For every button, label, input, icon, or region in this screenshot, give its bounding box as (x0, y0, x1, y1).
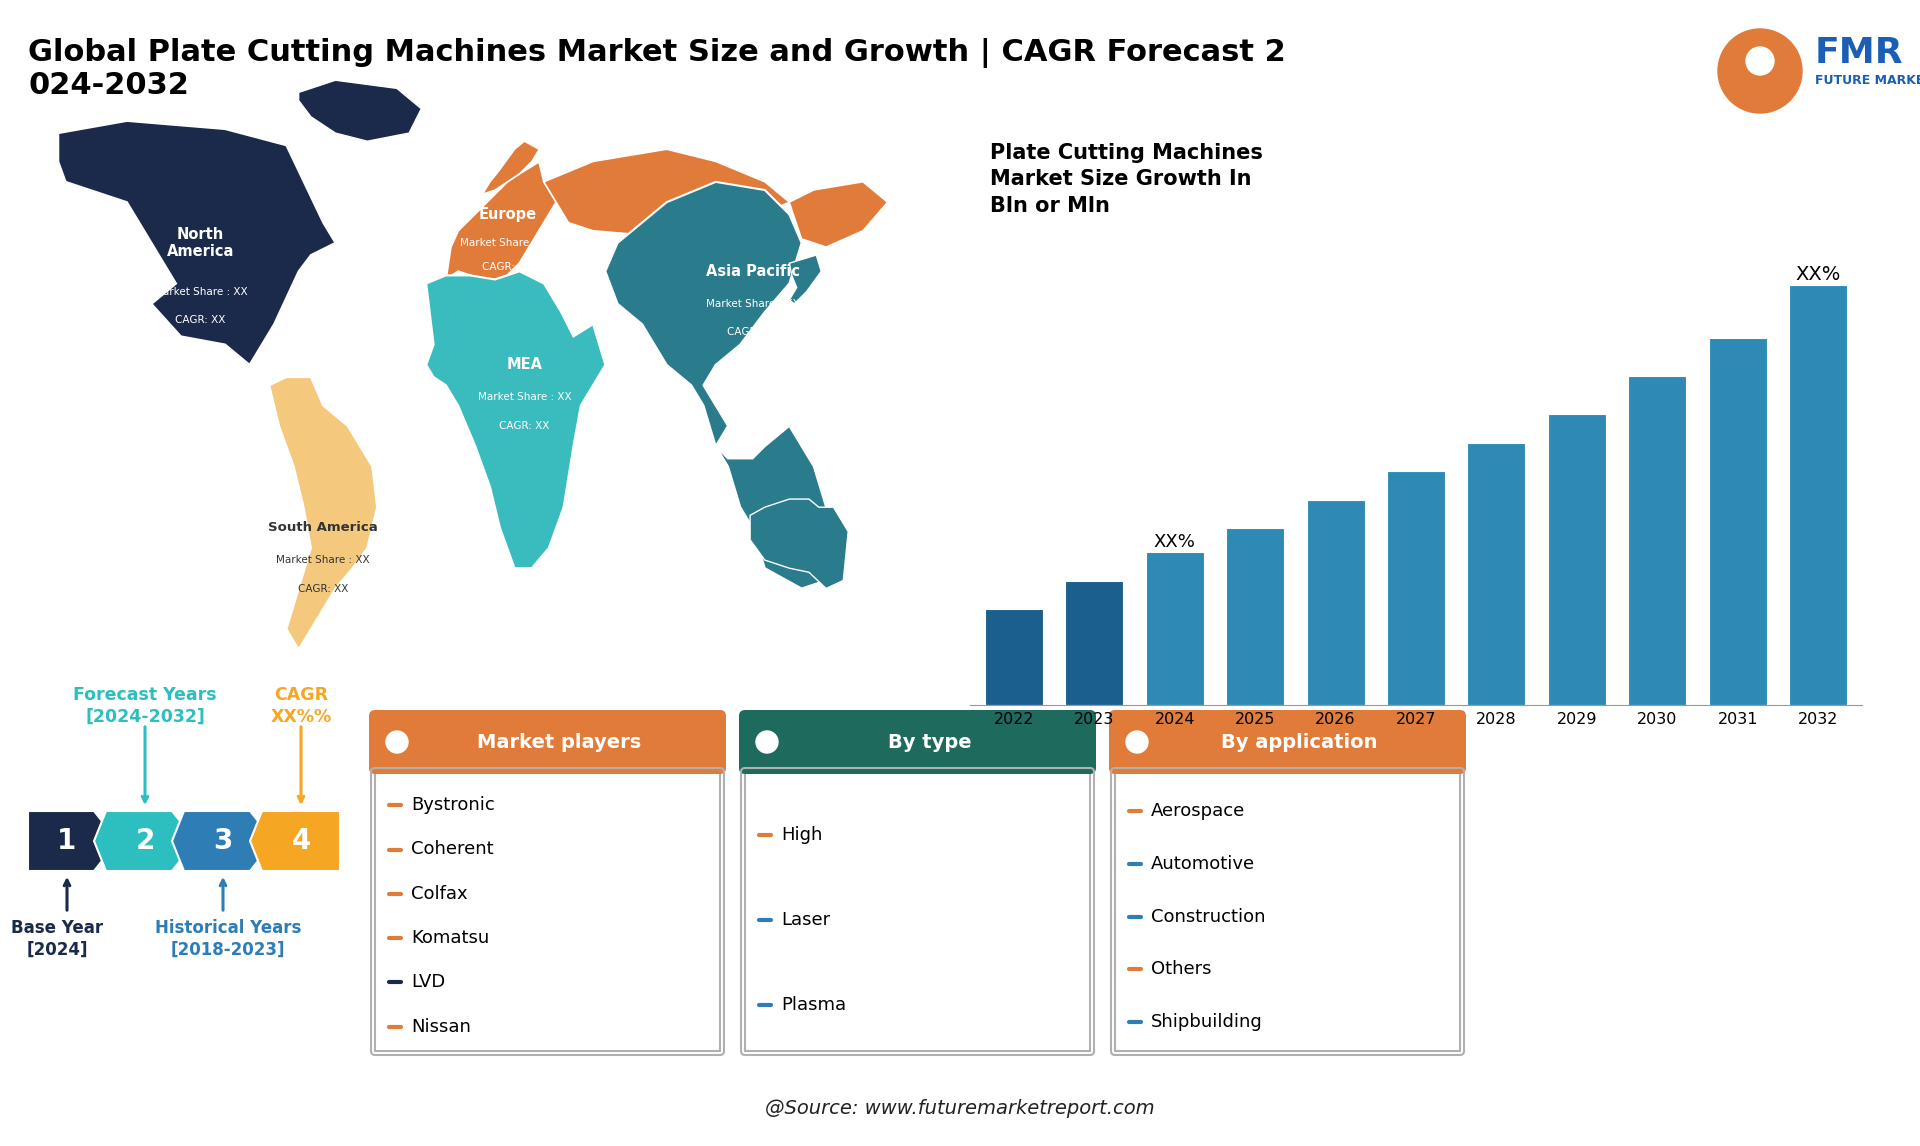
Polygon shape (426, 272, 605, 568)
Text: Global Plate Cutting Machines Market Size and Growth | CAGR Forecast 2: Global Plate Cutting Machines Market Siz… (29, 38, 1286, 68)
Text: CAGR: XX: CAGR: XX (298, 583, 348, 594)
Text: FMR: FMR (1814, 36, 1903, 70)
Circle shape (386, 731, 407, 753)
Circle shape (1745, 47, 1774, 74)
Text: 4: 4 (292, 827, 311, 855)
Text: Aerospace: Aerospace (1150, 802, 1246, 821)
Text: Asia Pacific: Asia Pacific (705, 264, 799, 278)
Polygon shape (445, 162, 557, 280)
Text: Colfax: Colfax (411, 885, 468, 903)
Text: 3: 3 (213, 827, 232, 855)
Text: CAGR: XX: CAGR: XX (482, 262, 532, 273)
Polygon shape (269, 377, 376, 650)
Text: Base Year
[2024]: Base Year [2024] (12, 919, 104, 959)
Text: North
America: North America (167, 227, 234, 259)
Text: Market Share : XX: Market Share : XX (276, 555, 371, 565)
Bar (1386, 471, 1446, 705)
Text: Market Share : XX: Market Share : XX (461, 238, 555, 248)
Polygon shape (605, 182, 839, 589)
Text: 024-2032: 024-2032 (29, 71, 188, 100)
Text: Market Share : XX: Market Share : XX (478, 392, 570, 402)
Text: South America: South America (269, 521, 378, 534)
Text: Others: Others (1150, 960, 1212, 979)
Bar (1146, 552, 1204, 705)
Text: FUTURE MARKET REPORT: FUTURE MARKET REPORT (1814, 74, 1920, 87)
Text: Market Share : XX: Market Share : XX (707, 299, 799, 309)
Bar (985, 610, 1043, 705)
Polygon shape (751, 499, 849, 589)
Bar (1116, 772, 1459, 1051)
Bar (374, 772, 720, 1051)
Text: CAGR: XX: CAGR: XX (728, 328, 778, 337)
FancyBboxPatch shape (739, 711, 1096, 774)
Bar (1548, 414, 1605, 705)
Text: Market Share : XX: Market Share : XX (154, 286, 248, 297)
Text: Laser: Laser (781, 911, 829, 929)
Text: CAGR: XX: CAGR: XX (175, 315, 227, 325)
Text: MEA: MEA (507, 358, 541, 372)
Text: Coherent: Coherent (411, 840, 493, 858)
Text: XX%: XX% (1795, 265, 1841, 284)
Text: High: High (781, 826, 822, 845)
Text: CAGR
XX%%: CAGR XX%% (271, 685, 332, 727)
Bar (1066, 581, 1123, 705)
Polygon shape (58, 120, 336, 364)
Text: Historical Years
[2018-2023]: Historical Years [2018-2023] (156, 919, 301, 959)
Circle shape (756, 731, 778, 753)
Text: By application: By application (1221, 732, 1379, 752)
Polygon shape (173, 811, 275, 871)
Text: Construction: Construction (1150, 908, 1265, 926)
Polygon shape (250, 811, 340, 871)
Bar (1789, 285, 1847, 705)
Text: XX%: XX% (1154, 533, 1196, 550)
Polygon shape (789, 256, 822, 304)
Polygon shape (94, 811, 196, 871)
Bar (1227, 528, 1284, 705)
Bar (1467, 442, 1524, 705)
Polygon shape (789, 182, 887, 246)
Text: @Source: www.futuremarketreport.com: @Source: www.futuremarketreport.com (766, 1099, 1154, 1117)
Bar (1709, 338, 1766, 705)
Text: 1: 1 (58, 827, 77, 855)
Text: Bystronic: Bystronic (411, 796, 495, 814)
Polygon shape (482, 141, 540, 194)
Text: Europe: Europe (478, 207, 536, 222)
Bar (745, 772, 1091, 1051)
Text: Plate Cutting Machines
Market Size Growth In
Bln or Mln: Plate Cutting Machines Market Size Growt… (989, 143, 1263, 215)
Text: Komatsu: Komatsu (411, 929, 490, 947)
Circle shape (1125, 731, 1148, 753)
Text: Shipbuilding: Shipbuilding (1150, 1013, 1263, 1031)
Text: Nissan: Nissan (411, 1018, 470, 1036)
Text: 2: 2 (134, 827, 156, 855)
Text: Plasma: Plasma (781, 996, 847, 1013)
Text: By type: By type (887, 732, 972, 752)
Polygon shape (300, 80, 420, 141)
Text: CAGR: XX: CAGR: XX (499, 421, 549, 431)
Bar (1308, 500, 1365, 705)
FancyBboxPatch shape (1110, 711, 1467, 774)
Polygon shape (543, 149, 789, 235)
Text: Market players: Market players (478, 732, 641, 752)
Text: Forecast Years
[2024-2032]: Forecast Years [2024-2032] (73, 685, 217, 727)
Bar (1628, 376, 1686, 705)
Text: LVD: LVD (411, 973, 445, 991)
Polygon shape (29, 811, 117, 871)
Circle shape (1718, 29, 1803, 113)
Text: Automotive: Automotive (1150, 855, 1256, 873)
FancyBboxPatch shape (369, 711, 726, 774)
